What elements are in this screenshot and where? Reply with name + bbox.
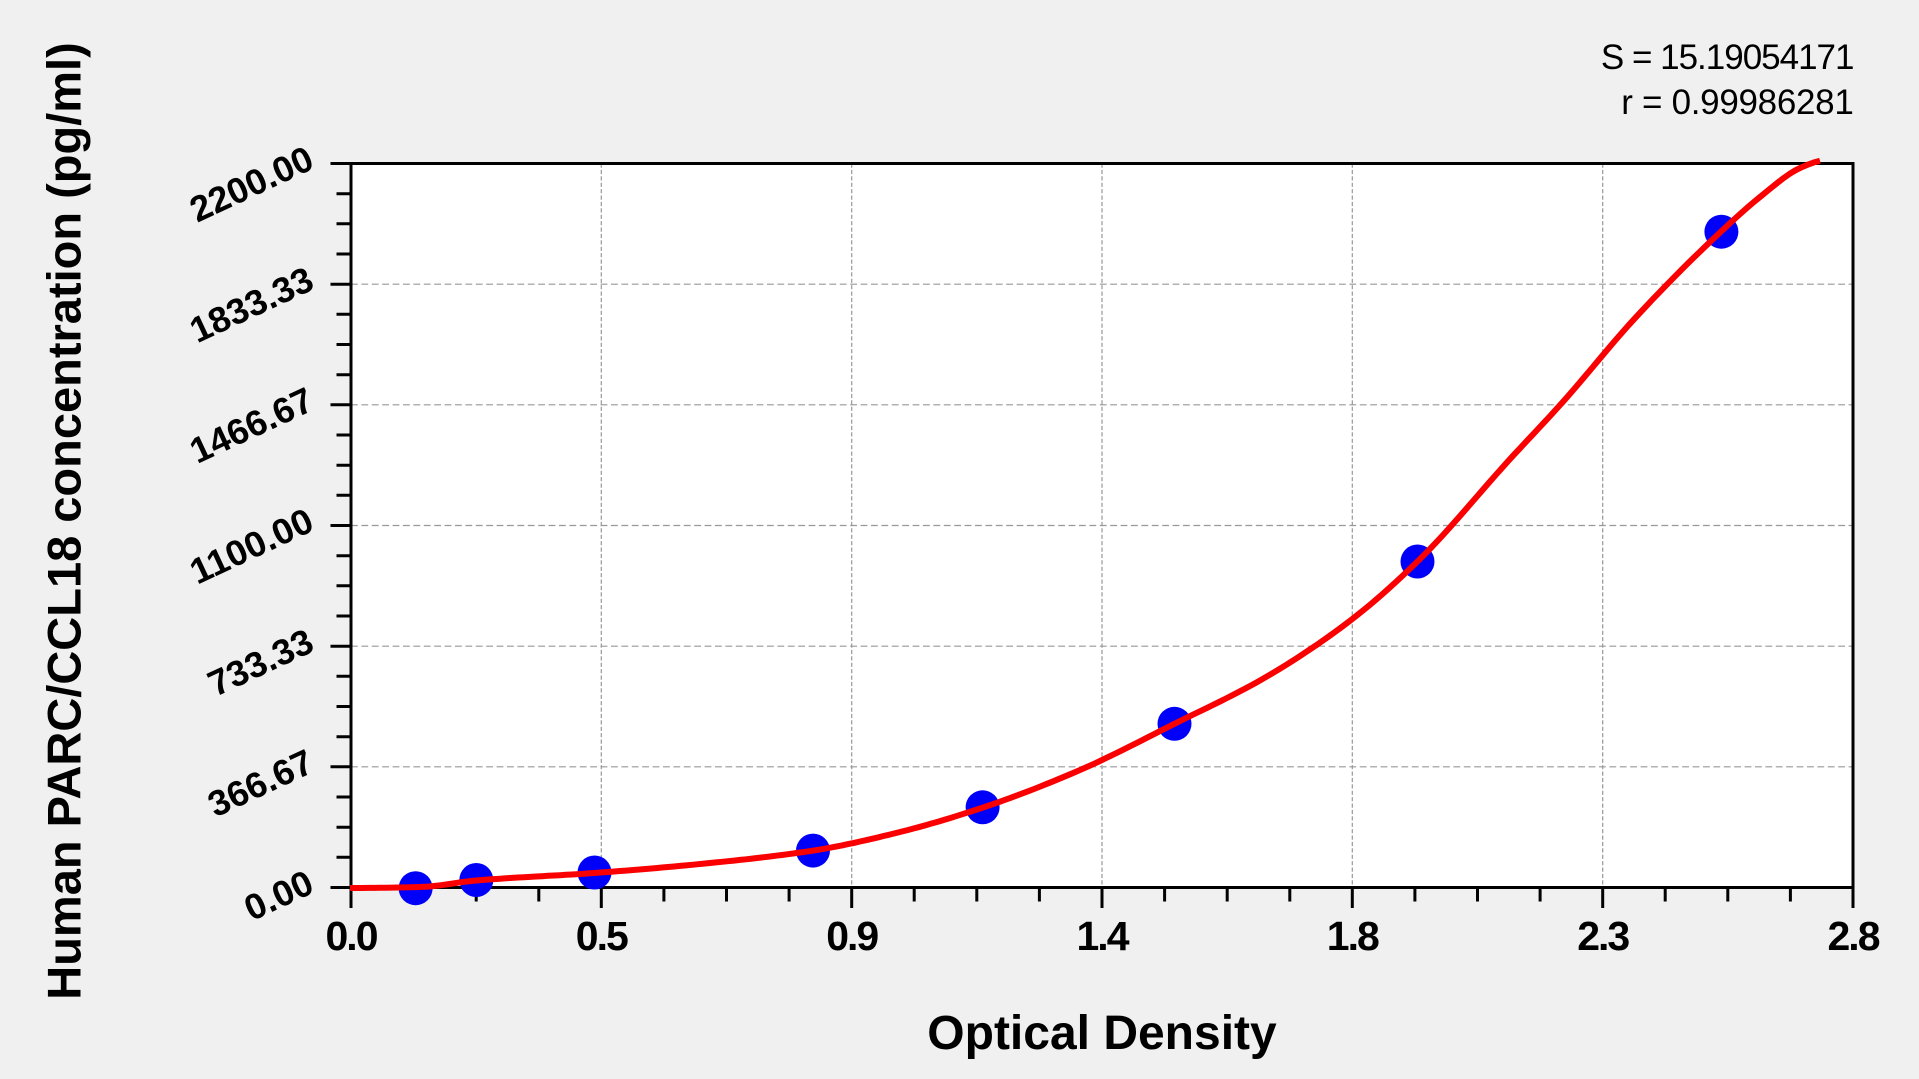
svg-text:1833.33: 1833.33	[183, 258, 319, 351]
svg-text:S = 15.19054171: S = 15.19054171	[1601, 38, 1854, 77]
svg-text:Optical Density: Optical Density	[927, 1007, 1277, 1060]
svg-text:r = 0.99986281: r = 0.99986281	[1621, 83, 1853, 122]
svg-text:1.8: 1.8	[1327, 913, 1379, 959]
svg-text:Human PARC/CCL18 concentration: Human PARC/CCL18 concentration (pg/ml)	[38, 42, 91, 999]
svg-text:1466.67: 1466.67	[183, 379, 319, 472]
svg-text:0.0: 0.0	[326, 913, 378, 959]
svg-text:0.00: 0.00	[238, 862, 320, 929]
svg-text:1100.00: 1100.00	[183, 500, 319, 593]
svg-text:2200.00: 2200.00	[183, 138, 319, 231]
svg-text:733.33: 733.33	[201, 620, 319, 704]
svg-text:366.67: 366.67	[201, 741, 319, 825]
svg-text:2.3: 2.3	[1577, 913, 1629, 959]
svg-text:1.4: 1.4	[1077, 913, 1130, 959]
svg-text:2.8: 2.8	[1828, 913, 1880, 959]
svg-text:0.5: 0.5	[576, 913, 628, 959]
svg-text:0.9: 0.9	[826, 913, 878, 959]
